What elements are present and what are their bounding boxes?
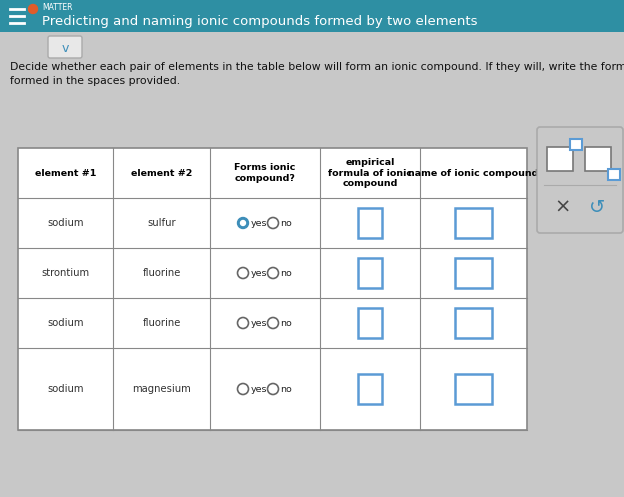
Text: element #1: element #1 [35,168,96,177]
FancyBboxPatch shape [455,308,492,338]
FancyBboxPatch shape [455,374,492,404]
FancyBboxPatch shape [608,168,620,179]
Text: fluorine: fluorine [142,268,181,278]
FancyBboxPatch shape [358,258,382,288]
Text: MATTER: MATTER [42,3,72,12]
Text: Forms ionic
compound?: Forms ionic compound? [235,164,296,183]
FancyBboxPatch shape [358,308,382,338]
Text: no: no [281,385,292,394]
Text: sodium: sodium [47,218,84,228]
Text: no: no [281,219,292,228]
Text: ↺: ↺ [590,198,606,217]
Text: sulfur: sulfur [147,218,176,228]
FancyBboxPatch shape [358,374,382,404]
FancyBboxPatch shape [547,147,573,171]
Text: sodium: sodium [47,384,84,394]
Bar [18,148,527,430]
Text: sodium: sodium [47,318,84,328]
FancyBboxPatch shape [585,147,611,171]
Text: empirical
formula of ionic
compound: empirical formula of ionic compound [328,158,412,188]
Text: yes: yes [250,319,267,328]
Circle shape [240,221,245,226]
Text: ×: × [554,198,570,217]
FancyBboxPatch shape [358,208,382,238]
Text: element #2: element #2 [131,168,192,177]
Circle shape [238,218,248,229]
Circle shape [29,4,37,13]
Text: no: no [281,319,292,328]
Text: yes: yes [250,385,267,394]
FancyBboxPatch shape [455,258,492,288]
Text: strontium: strontium [41,268,90,278]
FancyBboxPatch shape [48,36,82,58]
FancyBboxPatch shape [455,208,492,238]
Bar [0,0,624,32]
Text: Predicting and naming ionic compounds formed by two elements: Predicting and naming ionic compounds fo… [42,15,477,28]
Text: formed in the spaces provided.: formed in the spaces provided. [10,76,180,86]
FancyBboxPatch shape [570,139,582,150]
Text: name of ionic compound: name of ionic compound [408,168,539,177]
Text: yes: yes [250,268,267,277]
Text: magnesium: magnesium [132,384,191,394]
Text: fluorine: fluorine [142,318,181,328]
Text: yes: yes [250,219,267,228]
Text: Decide whether each pair of elements in the table below will form an ionic compo: Decide whether each pair of elements in … [10,62,624,72]
FancyBboxPatch shape [537,127,623,233]
Text: v: v [61,42,69,55]
Text: no: no [281,268,292,277]
